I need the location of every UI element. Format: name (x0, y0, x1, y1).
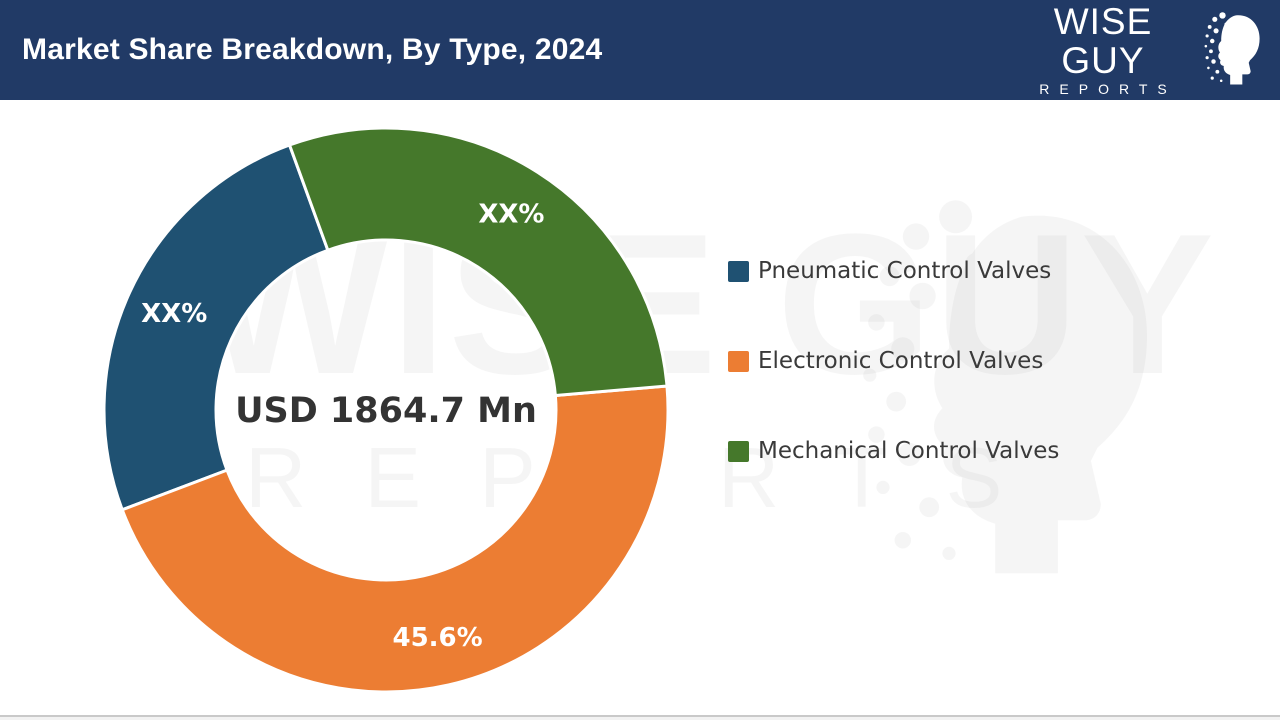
watermark-text: WISE GUY (200, 190, 1216, 420)
slice-value-label-0: XX% (141, 299, 207, 329)
legend-item-mechanical: Mechanical Control Valves (728, 437, 1059, 465)
header: Market Share Breakdown, By Type, 2024 WI… (0, 0, 1280, 100)
logo-subtitle: REPORTS (1039, 81, 1177, 98)
wiseguy-logo: WISE GUY REPORTS (1008, 2, 1266, 97)
legend-label: Electronic Control Valves (758, 348, 1044, 374)
footer-divider (0, 715, 1280, 720)
donut-center-value: USD 1864.7 Mn (235, 391, 537, 431)
logo-title: WISE GUY (1053, 0, 1153, 81)
logo-wordmark: WISE GUY REPORTS (1008, 0, 1198, 98)
page-title: Market Share Breakdown, By Type, 2024 (22, 33, 603, 66)
legend-label: Pneumatic Control Valves (758, 258, 1052, 284)
donut-segment-0 (102, 143, 330, 512)
donut-segment-2 (287, 126, 669, 398)
legend-label: Mechanical Control Valves (758, 438, 1060, 464)
watermark-face-icon (850, 190, 1180, 600)
legend-item-pneumatic: Pneumatic Control Valves (728, 257, 1051, 285)
donut-segment-1 (120, 384, 670, 694)
legend-item-electronic: Electronic Control Valves (728, 347, 1043, 375)
slice-value-label-1: 45.6% (392, 623, 482, 653)
slice-value-label-2: XX% (478, 200, 544, 230)
donut-chart: XX% 45.6% XX% USD 1864.7 Mn (102, 126, 670, 694)
legend-swatch-electronic (728, 350, 749, 372)
face-profile-icon (1204, 12, 1260, 85)
legend-swatch-pneumatic (728, 260, 749, 282)
legend-swatch-mechanical (728, 440, 749, 462)
